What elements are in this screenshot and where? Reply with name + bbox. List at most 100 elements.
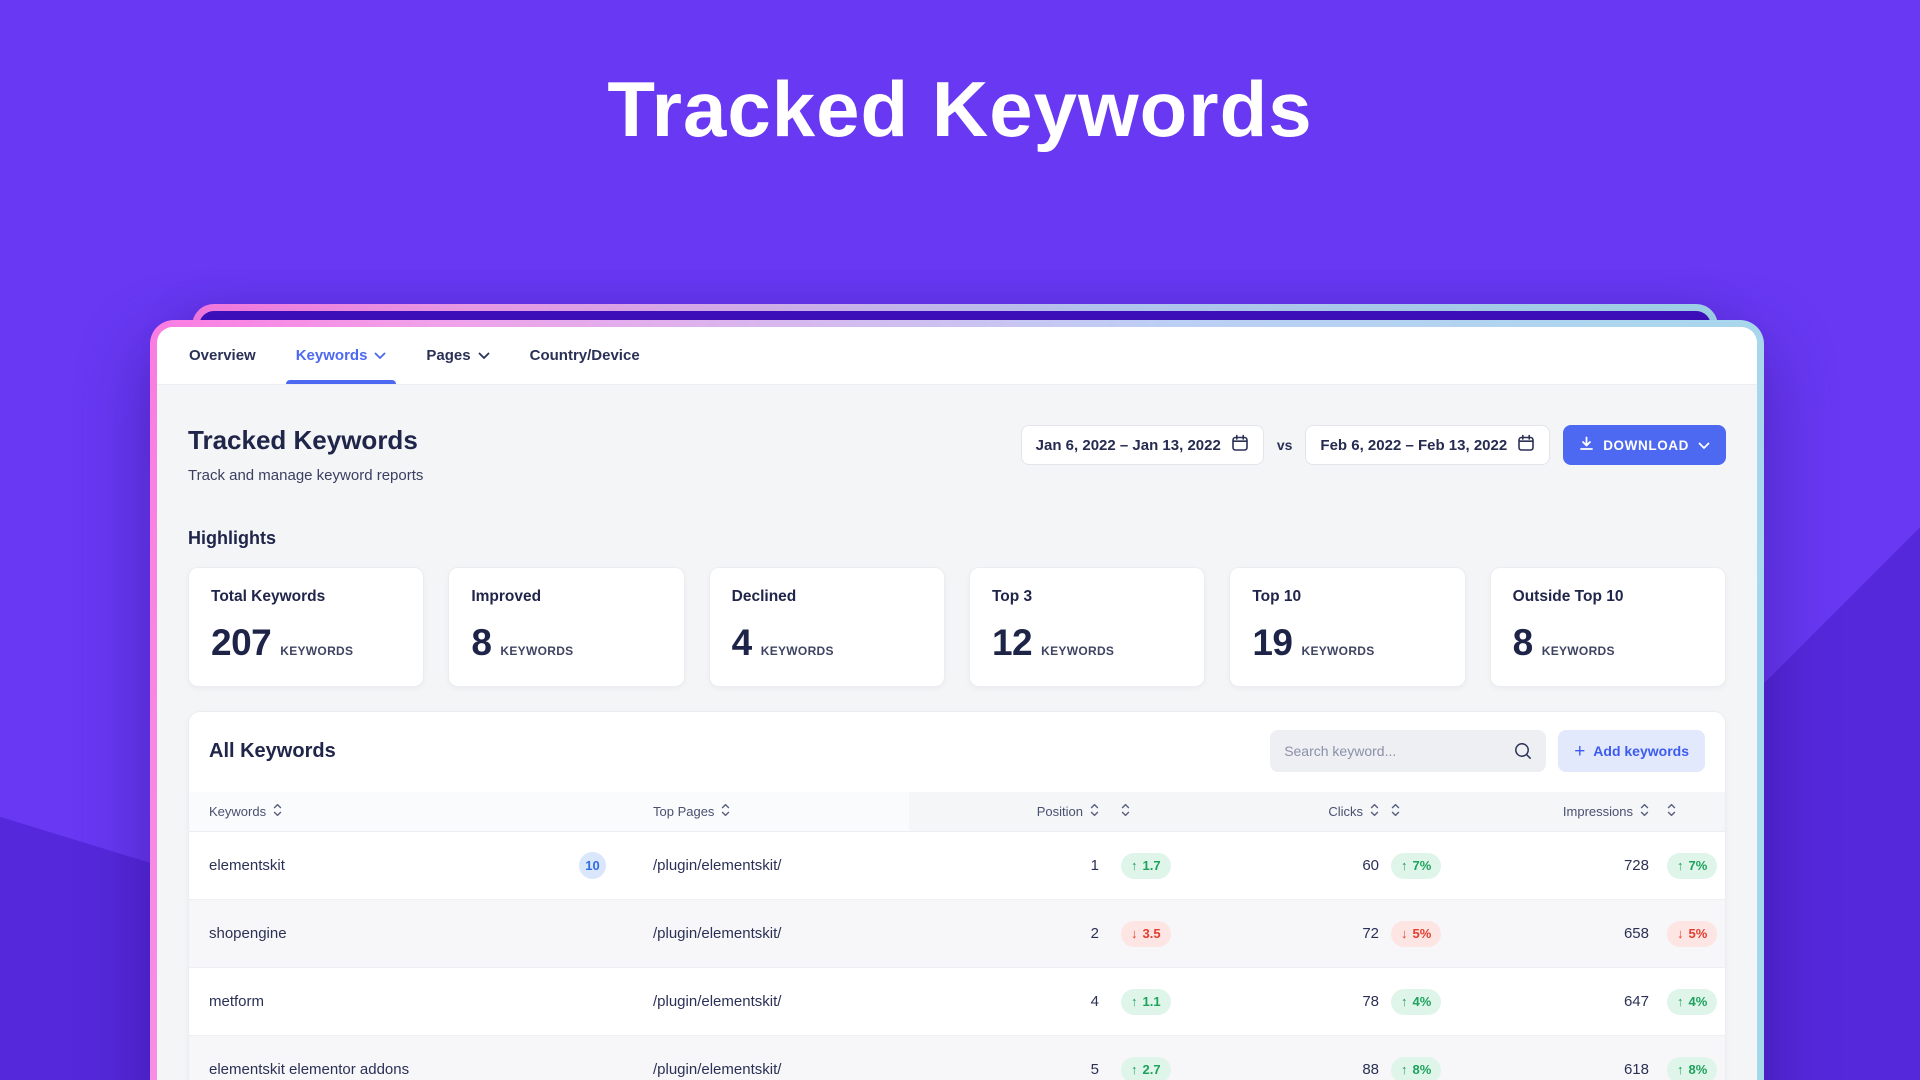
table-row[interactable]: elementskit 10 /plugin/elementskit/ 1 ↑ 1…: [189, 832, 1725, 900]
clicks-value: 60: [1362, 857, 1379, 874]
trend-arrow-icon: ↑: [1131, 1062, 1138, 1077]
top-page-link[interactable]: /plugin/elementskit/: [653, 1061, 782, 1078]
column-header-impressions[interactable]: Impressions: [1489, 792, 1649, 831]
keyword-search: [1270, 730, 1547, 772]
vs-label: vs: [1276, 437, 1293, 453]
trend-arrow-icon: ↑: [1401, 994, 1408, 1009]
column-header-position[interactable]: Position: [909, 792, 1099, 831]
plus-icon: +: [1574, 740, 1586, 762]
date-range-picker-2[interactable]: Feb 6, 2022 – Feb 13, 2022: [1305, 425, 1551, 465]
trend-arrow-icon: ↑: [1677, 858, 1684, 873]
keyword-label: elementskit: [209, 857, 285, 874]
highlight-unit: KEYWORDS: [280, 644, 354, 658]
sort-icon[interactable]: [1090, 803, 1099, 820]
keyword-count-badge[interactable]: 10: [579, 852, 606, 879]
highlight-value: 8: [1512, 622, 1534, 663]
highlight-label: Total Keywords: [211, 588, 326, 605]
sort-icon[interactable]: [273, 803, 282, 820]
sort-icon[interactable]: [1121, 803, 1130, 820]
top-page-link[interactable]: /plugin/elementskit/: [653, 993, 782, 1010]
report-title: Tracked Keywords: [188, 425, 418, 455]
highlight-card: Declined 4 KEYWORDS: [708, 567, 945, 687]
clicks-change-badge: ↑ 4%: [1391, 988, 1442, 1015]
tab-country-device[interactable]: Country/Device: [529, 347, 640, 364]
highlight-label: Declined: [731, 588, 797, 605]
calendar-icon: [1517, 434, 1535, 456]
dashboard-card: Overview Keywords Pages Country/Device: [150, 320, 1764, 1080]
highlight-card: Top 10 19 KEYWORDS: [1229, 567, 1466, 687]
table-row[interactable]: elementskit elementor addons /plugin/ele…: [189, 1036, 1725, 1080]
trend-arrow-icon: ↑: [1131, 858, 1138, 873]
download-button[interactable]: DOWNLOAD: [1563, 425, 1726, 465]
column-header-clicks-change[interactable]: [1379, 792, 1489, 831]
highlight-unit: KEYWORDS: [1541, 644, 1615, 658]
top-page-link[interactable]: /plugin/elementskit/: [653, 857, 782, 874]
calendar-icon: [1231, 434, 1249, 456]
impressions-change-badge: ↑ 8%: [1667, 1056, 1718, 1080]
column-header-keywords[interactable]: Keywords: [189, 792, 634, 831]
report-subtitle: Track and manage keyword reports: [188, 467, 424, 484]
highlight-unit: KEYWORDS: [1041, 644, 1115, 658]
tab-keywords[interactable]: Keywords: [285, 327, 397, 384]
trend-arrow-icon: ↑: [1677, 994, 1684, 1009]
trend-arrow-icon: ↓: [1677, 926, 1684, 941]
highlight-label: Improved: [471, 588, 542, 605]
keyword-label: shopengine: [209, 925, 287, 942]
position-value: 1: [1090, 857, 1099, 874]
top-page-link[interactable]: /plugin/elementskit/: [653, 925, 782, 942]
sort-icon[interactable]: [1391, 803, 1400, 820]
highlight-value: 12: [991, 622, 1033, 663]
keyword-label: metform: [209, 993, 265, 1010]
search-input[interactable]: [1270, 730, 1547, 772]
table-row[interactable]: shopengine /plugin/elementskit/ 2 ↓ 3.5 7…: [189, 900, 1725, 968]
impressions-change-badge: ↑ 7%: [1667, 852, 1718, 879]
add-keywords-button[interactable]: + Add keywords: [1558, 730, 1705, 772]
clicks-change-badge: ↓ 5%: [1391, 920, 1442, 947]
clicks-change-badge: ↑ 7%: [1391, 852, 1442, 879]
position-value: 5: [1090, 1061, 1099, 1078]
trend-arrow-icon: ↑: [1401, 858, 1408, 873]
highlight-card: Outside Top 10 8 KEYWORDS: [1489, 567, 1726, 687]
impressions-value: 658: [1623, 925, 1649, 942]
position-change-badge: ↑ 2.7: [1121, 1056, 1171, 1080]
keyword-label: elementskit elementor addons: [209, 1061, 410, 1078]
impressions-change-badge: ↑ 4%: [1667, 988, 1718, 1015]
position-value: 2: [1090, 925, 1099, 942]
highlights-heading: Highlights: [188, 528, 276, 548]
impressions-value: 647: [1623, 993, 1649, 1010]
date-range-picker-1[interactable]: Jan 6, 2022 – Jan 13, 2022: [1020, 425, 1264, 465]
highlight-value: 4: [731, 622, 753, 663]
position-value: 4: [1090, 993, 1099, 1010]
sort-icon[interactable]: [1667, 803, 1676, 820]
all-keywords-card: All Keywords + Add keywo: [188, 711, 1726, 1080]
column-header-impressions-change[interactable]: [1649, 792, 1725, 831]
chevron-down-icon: [478, 352, 490, 360]
highlight-value: 207: [211, 622, 272, 663]
trend-arrow-icon: ↓: [1131, 926, 1138, 941]
position-change-badge: ↑ 1.7: [1121, 852, 1171, 879]
clicks-change-badge: ↑ 8%: [1391, 1056, 1442, 1080]
position-change-badge: ↓ 3.5: [1121, 920, 1171, 947]
highlight-card: Improved 8 KEYWORDS: [448, 567, 685, 687]
trend-arrow-icon: ↑: [1401, 1062, 1408, 1077]
tab-pages[interactable]: Pages: [422, 327, 493, 384]
position-change-badge: ↑ 1.1: [1121, 988, 1171, 1015]
sort-icon[interactable]: [1370, 803, 1379, 820]
page-title: Tracked Keywords: [607, 65, 1313, 153]
sort-icon[interactable]: [1640, 803, 1649, 820]
table-header: Keywords Top Pages Position: [189, 792, 1725, 832]
tab-overview[interactable]: Overview: [189, 347, 256, 364]
clicks-value: 72: [1362, 925, 1379, 942]
column-header-clicks[interactable]: Clicks: [1209, 792, 1379, 831]
column-header-top-pages[interactable]: Top Pages: [634, 792, 909, 831]
column-header-position-change[interactable]: [1099, 792, 1209, 831]
highlight-unit: KEYWORDS: [1301, 644, 1375, 658]
trend-arrow-icon: ↓: [1401, 926, 1408, 941]
impressions-value: 728: [1623, 857, 1649, 874]
highlight-label: Top 10: [1252, 588, 1302, 605]
trend-arrow-icon: ↑: [1677, 1062, 1684, 1077]
highlight-card: Top 3 12 KEYWORDS: [968, 567, 1206, 687]
table-body: elementskit 10 /plugin/elementskit/ 1 ↑ 1…: [189, 832, 1725, 1080]
sort-icon[interactable]: [721, 803, 730, 820]
table-row[interactable]: metform /plugin/elementskit/ 4 ↑ 1.1 78 ↑…: [189, 968, 1725, 1036]
